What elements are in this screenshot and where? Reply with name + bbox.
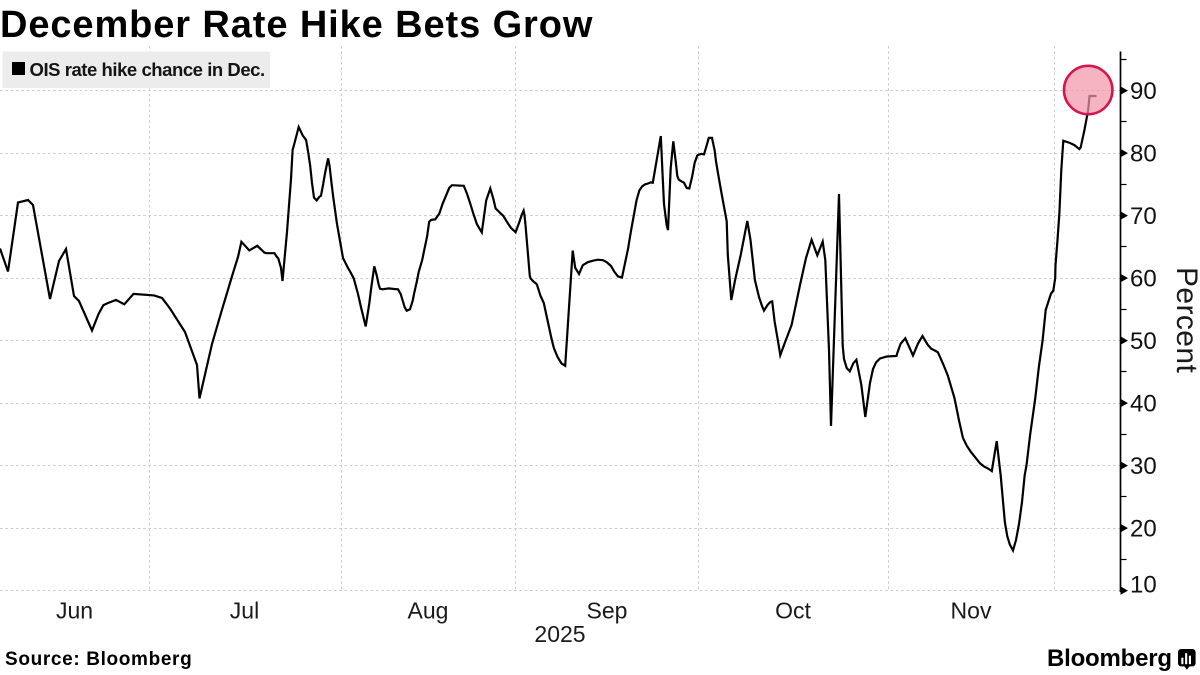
- svg-text:Nov: Nov: [951, 598, 992, 624]
- svg-text:50: 50: [1130, 328, 1157, 355]
- svg-text:30: 30: [1130, 453, 1157, 480]
- svg-text:70: 70: [1130, 203, 1157, 230]
- svg-text:Sep: Sep: [587, 598, 628, 624]
- svg-text:10: 10: [1130, 572, 1157, 599]
- svg-text:40: 40: [1130, 391, 1157, 418]
- svg-text:Jun: Jun: [56, 598, 93, 624]
- svg-text:60: 60: [1130, 266, 1157, 293]
- svg-text:Oct: Oct: [775, 598, 811, 624]
- svg-text:80: 80: [1130, 141, 1157, 168]
- svg-text:Jul: Jul: [230, 598, 259, 624]
- svg-text:90: 90: [1130, 78, 1157, 105]
- svg-text:2025: 2025: [534, 621, 585, 647]
- svg-text:20: 20: [1130, 516, 1157, 543]
- svg-text:Aug: Aug: [408, 598, 449, 624]
